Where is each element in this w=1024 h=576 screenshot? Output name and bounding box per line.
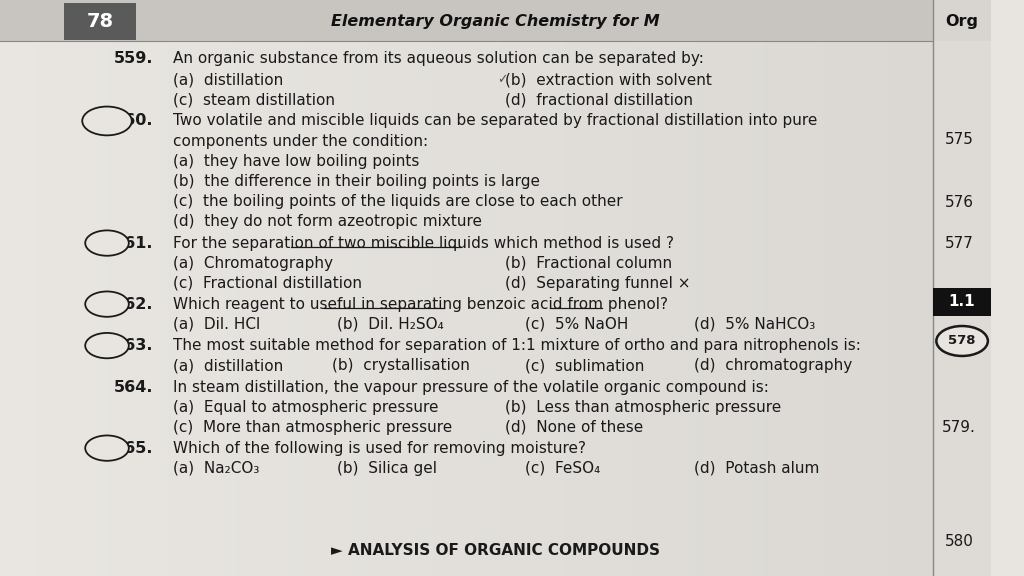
Text: (a)  Chromatography: (a) Chromatography <box>173 256 334 271</box>
Text: (d)  chromatography: (d) chromatography <box>693 358 852 373</box>
Text: (d)  Separating funnel ×: (d) Separating funnel × <box>505 276 691 291</box>
Text: (a)  Dil. HCl: (a) Dil. HCl <box>173 317 261 332</box>
Text: An organic substance from its aqueous solution can be separated by:: An organic substance from its aqueous so… <box>173 51 705 66</box>
Text: (a)  Equal to atmospheric pressure: (a) Equal to atmospheric pressure <box>173 400 439 415</box>
Text: ► ANALYSIS OF ORGANIC COMPOUNDS: ► ANALYSIS OF ORGANIC COMPOUNDS <box>331 543 659 558</box>
Text: (b)  the difference in their boiling points is large: (b) the difference in their boiling poin… <box>173 174 541 189</box>
Circle shape <box>81 433 133 463</box>
Circle shape <box>78 104 136 138</box>
Text: 576: 576 <box>944 195 974 210</box>
Text: components under the condition:: components under the condition: <box>173 134 428 149</box>
Circle shape <box>85 291 129 317</box>
FancyBboxPatch shape <box>933 288 991 316</box>
Text: 560.: 560. <box>114 113 154 128</box>
Text: (c)  steam distillation: (c) steam distillation <box>173 93 336 108</box>
Text: 575: 575 <box>945 132 974 147</box>
Text: (d)  Potash alum: (d) Potash alum <box>693 461 819 476</box>
FancyBboxPatch shape <box>0 0 991 41</box>
Text: 577: 577 <box>945 236 974 251</box>
Text: 564.: 564. <box>114 380 154 395</box>
FancyBboxPatch shape <box>65 3 136 40</box>
FancyBboxPatch shape <box>933 0 991 41</box>
Circle shape <box>82 107 132 135</box>
Text: (b)  Silica gel: (b) Silica gel <box>337 461 437 476</box>
Text: For the separation of two miscible liquids which method is used ?: For the separation of two miscible liqui… <box>173 236 675 251</box>
Text: (c)  More than atmospheric pressure: (c) More than atmospheric pressure <box>173 420 453 435</box>
Text: (c)  5% NaOH: (c) 5% NaOH <box>525 317 629 332</box>
Text: 78: 78 <box>86 12 114 31</box>
Text: 561.: 561. <box>114 236 154 251</box>
Text: 580: 580 <box>945 534 974 549</box>
Text: Org: Org <box>945 14 979 29</box>
Text: (a)  they have low boiling points: (a) they have low boiling points <box>173 154 420 169</box>
Text: In steam distillation, the vapour pressure of the volatile organic compound is:: In steam distillation, the vapour pressu… <box>173 380 769 395</box>
Circle shape <box>85 435 129 461</box>
Text: (a)  distillation: (a) distillation <box>173 358 284 373</box>
Text: 579.: 579. <box>942 420 976 435</box>
Text: 565.: 565. <box>114 441 154 456</box>
FancyBboxPatch shape <box>933 41 991 576</box>
Text: 562.: 562. <box>114 297 154 312</box>
Text: (b)  Less than atmospheric pressure: (b) Less than atmospheric pressure <box>505 400 781 415</box>
Text: 1.1: 1.1 <box>949 294 976 309</box>
Text: (a)  Na₂CO₃: (a) Na₂CO₃ <box>173 461 260 476</box>
Text: (b)  Fractional column: (b) Fractional column <box>505 256 673 271</box>
Text: (d)  fractional distillation: (d) fractional distillation <box>505 93 693 108</box>
Text: 559.: 559. <box>114 51 154 66</box>
Text: (d)  they do not form azeotropic mixture: (d) they do not form azeotropic mixture <box>173 214 482 229</box>
Text: (d)  5% NaHCO₃: (d) 5% NaHCO₃ <box>693 317 815 332</box>
Text: (c)  sublimation: (c) sublimation <box>525 358 644 373</box>
Circle shape <box>81 331 133 361</box>
Circle shape <box>81 289 133 319</box>
Text: (d)  None of these: (d) None of these <box>505 420 643 435</box>
Circle shape <box>85 333 129 358</box>
Text: (c)  Fractional distillation: (c) Fractional distillation <box>173 276 362 291</box>
Text: (b)  extraction with solvent: (b) extraction with solvent <box>505 73 713 88</box>
Circle shape <box>81 228 133 258</box>
Text: (c)  FeSO₄: (c) FeSO₄ <box>525 461 600 476</box>
Text: Two volatile and miscible liquids can be separated by fractional distillation in: Two volatile and miscible liquids can be… <box>173 113 818 128</box>
Text: (b)  crystallisation: (b) crystallisation <box>332 358 470 373</box>
Text: 563.: 563. <box>114 338 154 353</box>
Ellipse shape <box>763 0 981 32</box>
Text: Which reagent to useful in separating benzoic acid from phenol?: Which reagent to useful in separating be… <box>173 297 669 312</box>
Text: The most suitable method for separation of 1:1 mixture of ortho and para nitroph: The most suitable method for separation … <box>173 338 861 353</box>
Circle shape <box>85 230 129 256</box>
Text: (c)  the boiling points of the liquids are close to each other: (c) the boiling points of the liquids ar… <box>173 194 623 209</box>
Text: (a)  distillation: (a) distillation <box>173 73 284 88</box>
Text: Which of the following is used for removing moisture?: Which of the following is used for remov… <box>173 441 587 456</box>
Text: ✓: ✓ <box>498 74 508 86</box>
Circle shape <box>936 326 988 356</box>
Text: Elementary Organic Chemistry for M: Elementary Organic Chemistry for M <box>331 14 659 29</box>
Text: 578: 578 <box>948 335 976 347</box>
Text: (b)  Dil. H₂SO₄: (b) Dil. H₂SO₄ <box>337 317 443 332</box>
